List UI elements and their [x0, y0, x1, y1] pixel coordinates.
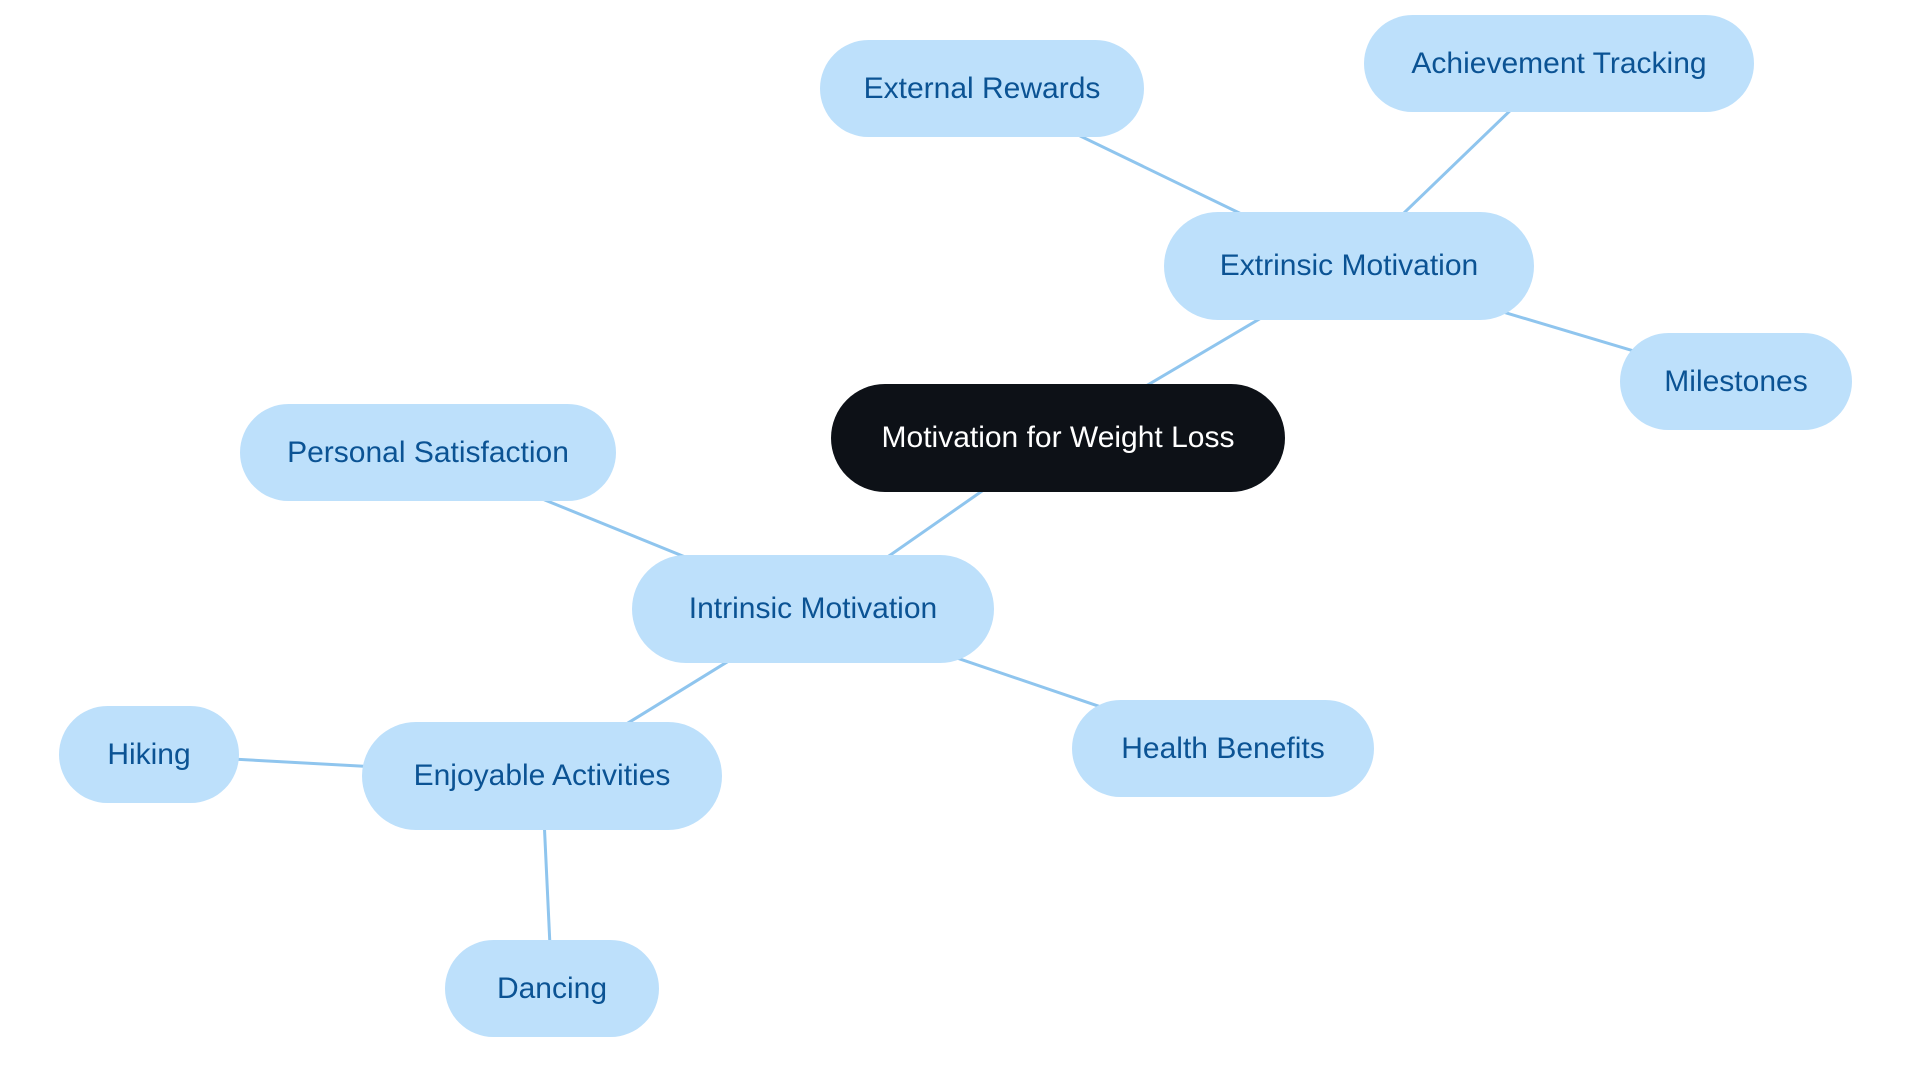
node-intrinsic[interactable]: Intrinsic Motivation [632, 555, 994, 663]
node-label: Dancing [497, 972, 607, 1006]
node-ext-rewards[interactable]: External Rewards [820, 40, 1144, 137]
node-label: Health Benefits [1121, 732, 1324, 766]
node-hiking[interactable]: Hiking [59, 706, 239, 803]
node-label: Motivation for Weight Loss [882, 421, 1235, 455]
node-label: Hiking [107, 738, 190, 772]
edges-layer [0, 0, 1920, 1083]
node-achieve[interactable]: Achievement Tracking [1364, 15, 1754, 112]
node-label: External Rewards [864, 72, 1101, 106]
mindmap-canvas: Motivation for Weight Loss Extrinsic Moti… [0, 0, 1920, 1083]
node-label: Milestones [1664, 365, 1807, 399]
node-personal[interactable]: Personal Satisfaction [240, 404, 616, 501]
node-root[interactable]: Motivation for Weight Loss [831, 384, 1285, 492]
node-label: Intrinsic Motivation [689, 592, 937, 626]
node-label: Extrinsic Motivation [1220, 249, 1478, 283]
node-milestones[interactable]: Milestones [1620, 333, 1852, 430]
node-dancing[interactable]: Dancing [445, 940, 659, 1037]
node-health[interactable]: Health Benefits [1072, 700, 1374, 797]
node-label: Enjoyable Activities [414, 759, 671, 793]
node-enjoy[interactable]: Enjoyable Activities [362, 722, 722, 830]
node-label: Achievement Tracking [1411, 47, 1706, 81]
node-label: Personal Satisfaction [287, 436, 569, 470]
node-extrinsic[interactable]: Extrinsic Motivation [1164, 212, 1534, 320]
